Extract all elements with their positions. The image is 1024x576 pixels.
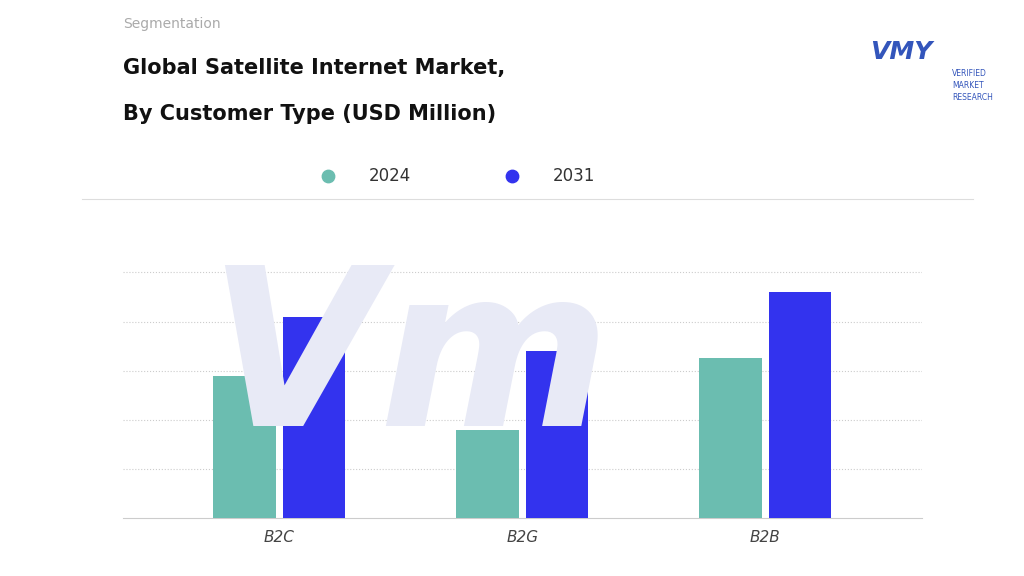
Bar [525, 351, 588, 518]
Point [319, 171, 336, 180]
Text: 2024: 2024 [369, 166, 411, 185]
Text: VMY: VMY [870, 40, 932, 65]
Bar [457, 430, 519, 518]
Bar [213, 376, 275, 518]
Text: Global Satellite Internet Market,: Global Satellite Internet Market, [123, 58, 505, 78]
Text: By Customer Type (USD Million): By Customer Type (USD Million) [123, 104, 496, 124]
Bar [283, 317, 345, 518]
Text: VERIFIED
MARKET
RESEARCH: VERIFIED MARKET RESEARCH [952, 69, 993, 102]
Bar [769, 292, 831, 518]
Text: 2031: 2031 [553, 166, 595, 185]
Text: Vm: Vm [207, 258, 610, 472]
Point [504, 171, 520, 180]
Bar [699, 358, 762, 518]
Text: Segmentation: Segmentation [123, 17, 220, 31]
